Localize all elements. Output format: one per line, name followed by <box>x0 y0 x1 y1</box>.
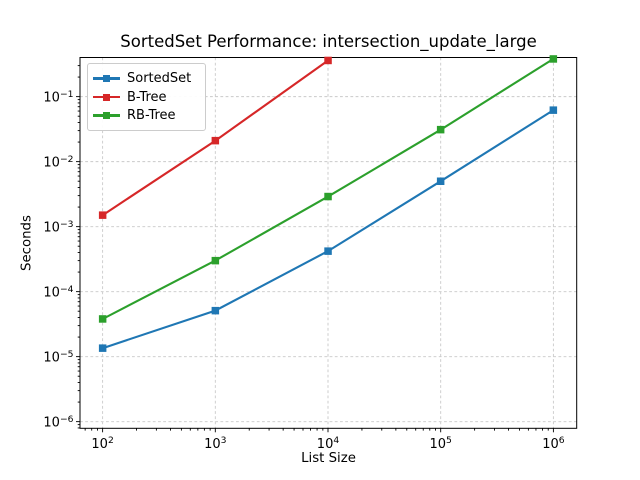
svg-text:10−6: 10−6 <box>43 414 73 431</box>
svg-text:105: 105 <box>429 435 452 452</box>
chart-title: SortedSet Performance: intersection_upda… <box>120 32 537 51</box>
legend-label: SortedSet <box>127 70 192 86</box>
data-point-marker <box>98 315 107 323</box>
data-point-marker <box>211 306 220 315</box>
svg-text:10−5: 10−5 <box>43 349 73 366</box>
data-point-marker <box>436 125 445 134</box>
svg-text:104: 104 <box>317 435 340 452</box>
legend-label: B-Tree <box>127 89 167 105</box>
svg-text:106: 106 <box>542 435 565 452</box>
data-point-marker <box>549 55 558 63</box>
legend: SortedSet B-Tree RB-Tree <box>87 63 206 131</box>
legend-swatch-btree <box>93 93 120 101</box>
legend-item-sortedset: SortedSet <box>93 72 205 85</box>
data-point-marker <box>436 177 445 185</box>
data-point-marker <box>324 56 332 65</box>
data-point-marker <box>211 256 220 265</box>
series-rb-tree <box>98 55 558 323</box>
svg-text:10−4: 10−4 <box>43 284 73 301</box>
series-sortedset <box>98 106 558 352</box>
data-point-marker <box>98 211 107 219</box>
data-point-marker <box>549 106 558 114</box>
x-axis-label: List Size <box>301 451 356 466</box>
legend-swatch-rbtree <box>93 112 120 120</box>
legend-label: RB-Tree <box>127 108 176 124</box>
legend-swatch-sortedset <box>93 74 120 82</box>
svg-text:102: 102 <box>91 435 113 452</box>
svg-text:103: 103 <box>204 435 227 452</box>
svg-text:10−3: 10−3 <box>43 219 73 236</box>
data-point-marker <box>324 192 332 201</box>
grid-lines <box>80 57 577 429</box>
data-point-marker <box>324 247 332 255</box>
data-point-marker <box>211 136 220 145</box>
series-b-tree <box>98 56 332 219</box>
y-axis-label: Seconds <box>19 215 35 271</box>
data-series <box>98 55 558 352</box>
svg-text:10−2: 10−2 <box>43 154 73 171</box>
data-point-marker <box>98 344 107 352</box>
svg-text:10−1: 10−1 <box>43 89 73 106</box>
tick-labels: 102 103 104 105 106 10−1 10−2 10−3 10−4 10−5 10−6 <box>43 89 564 452</box>
legend-item-btree: B-Tree <box>93 91 205 104</box>
legend-item-rbtree: RB-Tree <box>93 109 205 122</box>
